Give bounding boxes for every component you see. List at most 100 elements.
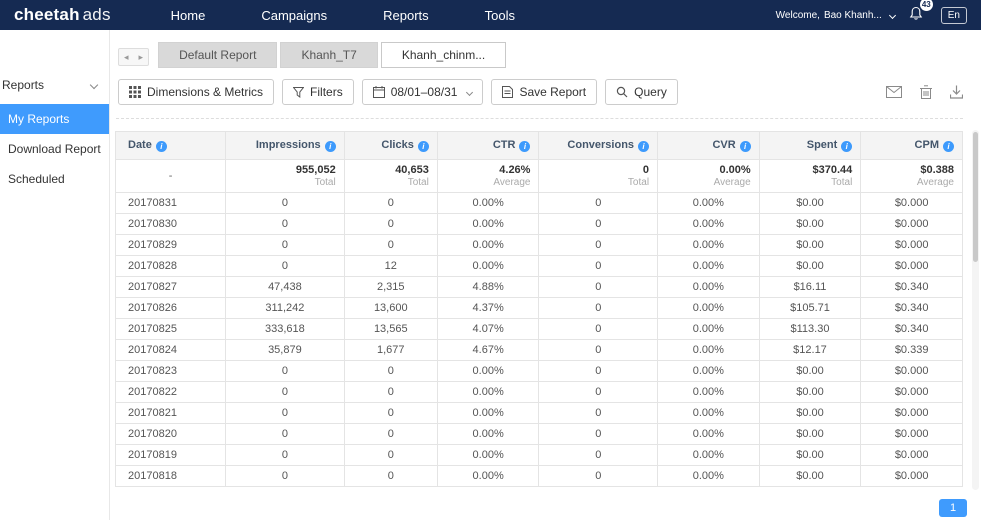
vertical-scrollbar-thumb[interactable] (973, 132, 978, 262)
language-button[interactable]: En (940, 6, 967, 24)
dimensions-metrics-button[interactable]: Dimensions & Metrics (118, 79, 275, 105)
clicks-cell: 2,315 (343, 276, 438, 298)
cpm-cell: $0.000 (860, 402, 963, 424)
tab-default-report[interactable]: Default Report (158, 42, 278, 68)
pagination: 1 (939, 498, 967, 517)
impressions-cell: 0 (225, 423, 345, 445)
column-header-date[interactable]: Date (114, 131, 227, 160)
table-row: 20170828 0 12 0.00% 0 0.00% $0.00 $0.000 (114, 255, 963, 277)
column-label: CTR (492, 139, 516, 151)
query-button[interactable]: Query (605, 79, 678, 105)
conversions-cell: 0 (538, 318, 659, 340)
tab-scroll-right-icon[interactable] (134, 49, 149, 65)
total-label: Total (314, 177, 336, 188)
spent-cell: $0.00 (758, 360, 862, 382)
clicks-cell: 0 (343, 465, 438, 487)
impressions-cell: 0 (225, 402, 345, 424)
impressions-cell: 0 (225, 192, 345, 214)
page-1-button[interactable]: 1 (939, 499, 967, 517)
download-icon (950, 85, 963, 99)
spent-cell: $0.00 (758, 444, 862, 466)
ctr-cell: 4.67% (436, 339, 540, 361)
search-icon (616, 86, 628, 98)
date-cell: 20170830 (114, 213, 227, 235)
cpm-cell: $0.000 (860, 444, 963, 466)
column-header-conversions[interactable]: Conversions (538, 131, 659, 160)
info-icon[interactable] (943, 141, 954, 152)
total-value: 0 (642, 164, 650, 176)
date-range-button[interactable]: 08/01–08/31 (361, 79, 484, 105)
nav-item-campaigns[interactable]: Campaigns (261, 7, 328, 23)
totals-date-cell: - (114, 159, 227, 193)
dimensions-metrics-label: Dimensions & Metrics (147, 85, 264, 99)
ctr-cell: 0.00% (436, 255, 540, 277)
spent-cell: $0.00 (758, 213, 862, 235)
sidebar-item-download-report[interactable]: Download Report (8, 142, 101, 156)
sidebar-item-my-reports[interactable]: My Reports (0, 104, 109, 134)
trash-icon (920, 85, 932, 99)
ctr-cell: 0.00% (436, 192, 540, 214)
table-header-row: Date Impressions Clicks CTR Conversions … (114, 131, 963, 160)
tab-khanh-t7[interactable]: Khanh_T7 (280, 42, 378, 68)
user-menu[interactable]: Welcome, Bao Khanh... (776, 10, 896, 21)
nav-item-tools[interactable]: Tools (484, 7, 516, 23)
column-header-clicks[interactable]: Clicks (343, 131, 438, 160)
column-label: Spent (806, 139, 838, 151)
column-label: Conversions (567, 139, 635, 151)
info-icon[interactable] (417, 141, 429, 152)
ctr-cell: 4.37% (436, 297, 540, 319)
nav-item-reports[interactable]: Reports (383, 7, 429, 23)
cvr-cell: 0.00% (657, 423, 760, 445)
column-header-impressions[interactable]: Impressions (225, 131, 345, 160)
filters-button[interactable]: Filters (282, 79, 354, 105)
sidebar-section-reports[interactable]: Reports (0, 74, 109, 104)
column-label: CVR (712, 139, 736, 151)
sidebar-section-label: Reports (2, 78, 45, 92)
save-report-button[interactable]: Save Report (491, 79, 598, 105)
column-header-ctr[interactable]: CTR (436, 131, 540, 160)
download-report-button[interactable] (950, 85, 963, 99)
impressions-cell: 333,618 (225, 318, 345, 340)
cpm-cell: $0.339 (860, 339, 963, 361)
impressions-cell: 0 (225, 444, 345, 466)
info-icon[interactable] (519, 141, 531, 152)
info-icon[interactable] (841, 141, 853, 152)
ctr-cell: 0.00% (436, 402, 540, 424)
column-header-spent[interactable]: Spent (758, 131, 862, 160)
toolbar-separator (116, 118, 963, 119)
table-row: 20170830 0 0 0.00% 0 0.00% $0.00 $0.000 (114, 213, 963, 235)
tab-scroll-left-icon[interactable] (119, 49, 134, 65)
date-cell: 20170829 (114, 234, 227, 256)
ctr-cell: 0.00% (436, 444, 540, 466)
vertical-scrollbar-track[interactable] (972, 130, 979, 490)
delete-report-button[interactable] (920, 85, 932, 99)
date-range-label: 08/01–08/31 (390, 85, 458, 99)
notifications-button[interactable]: 43 (909, 0, 933, 24)
cpm-cell: $0.340 (860, 297, 963, 319)
email-report-button[interactable] (886, 86, 902, 98)
date-cell: 20170825 (114, 318, 227, 340)
spent-cell: $0.00 (758, 402, 862, 424)
conversions-cell: 0 (538, 234, 659, 256)
total-value: $370.44 (812, 164, 853, 176)
info-icon[interactable] (638, 141, 650, 152)
nav-item-home[interactable]: Home (170, 7, 206, 23)
column-header-cvr[interactable]: CVR (657, 131, 760, 160)
info-icon[interactable] (324, 141, 336, 152)
ctr-cell: 0.00% (436, 423, 540, 445)
table-row: 20170827 47,438 2,315 4.88% 0 0.00% $16.… (114, 276, 963, 298)
spent-cell: $0.00 (758, 192, 862, 214)
ctr-cell: 0.00% (436, 234, 540, 256)
chevron-down-icon (89, 80, 99, 90)
main-content: Default Report Khanh_T7 Khanh_chinm... D… (110, 30, 981, 520)
total-label: Total (627, 177, 650, 188)
cvr-cell: 0.00% (657, 192, 760, 214)
totals-ctr-cell: 4.26% Average (436, 159, 540, 193)
info-icon[interactable] (155, 141, 167, 152)
conversions-cell: 0 (538, 213, 659, 235)
column-header-cpm[interactable]: CPM (860, 131, 963, 160)
info-icon[interactable] (739, 141, 751, 152)
sidebar-item-scheduled[interactable]: Scheduled (8, 172, 65, 186)
tab-khanh-chinm-active[interactable]: Khanh_chinm... (380, 42, 507, 68)
spent-cell: $0.00 (758, 381, 862, 403)
